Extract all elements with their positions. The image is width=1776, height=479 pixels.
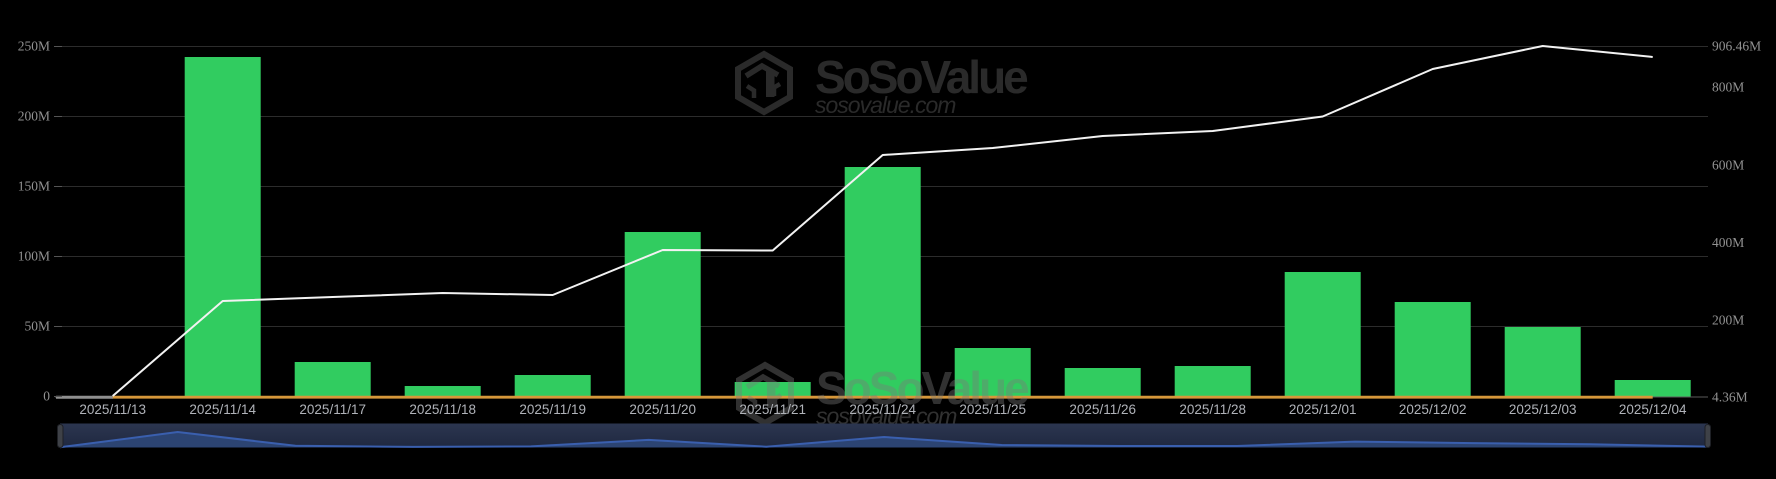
svg-text:200M: 200M (18, 109, 50, 124)
svg-text:400M: 400M (1712, 235, 1744, 250)
svg-text:SoSoValue: SoSoValue (816, 362, 1029, 414)
svg-text:2025/12/01: 2025/12/01 (1289, 402, 1357, 417)
svg-text:2025/11/19: 2025/11/19 (519, 402, 586, 417)
svg-text:800M: 800M (1712, 80, 1744, 95)
svg-text:2025/12/02: 2025/12/02 (1399, 402, 1467, 417)
svg-text:2025/11/17: 2025/11/17 (299, 402, 366, 417)
svg-text:sosovalue.com: sosovalue.com (815, 92, 956, 118)
svg-text:2025/11/13: 2025/11/13 (79, 402, 146, 417)
svg-text:2025/12/03: 2025/12/03 (1509, 402, 1577, 417)
svg-text:0: 0 (43, 389, 50, 404)
svg-text:2025/11/20: 2025/11/20 (629, 402, 696, 417)
svg-text:2025/11/28: 2025/11/28 (1179, 402, 1246, 417)
svg-text:2025/11/21: 2025/11/21 (739, 402, 806, 417)
svg-text:150M: 150M (18, 179, 50, 194)
svg-text:2025/11/18: 2025/11/18 (409, 402, 476, 417)
svg-text:2025/12/04: 2025/12/04 (1619, 402, 1687, 417)
svg-text:2025/11/26: 2025/11/26 (1069, 402, 1136, 417)
svg-text:250M: 250M (18, 39, 50, 54)
svg-text:200M: 200M (1712, 313, 1744, 328)
svg-text:100M: 100M (18, 249, 50, 264)
svg-text:600M: 600M (1712, 158, 1744, 173)
svg-text:2025/11/24: 2025/11/24 (849, 402, 916, 417)
svg-text:50M: 50M (24, 319, 50, 334)
svg-text:SoSoValue: SoSoValue (815, 51, 1028, 103)
svg-text:4.36M: 4.36M (1712, 390, 1748, 405)
svg-text:2025/11/25: 2025/11/25 (959, 402, 1026, 417)
svg-text:2025/11/14: 2025/11/14 (189, 402, 256, 417)
svg-text:906.46M: 906.46M (1712, 39, 1761, 54)
